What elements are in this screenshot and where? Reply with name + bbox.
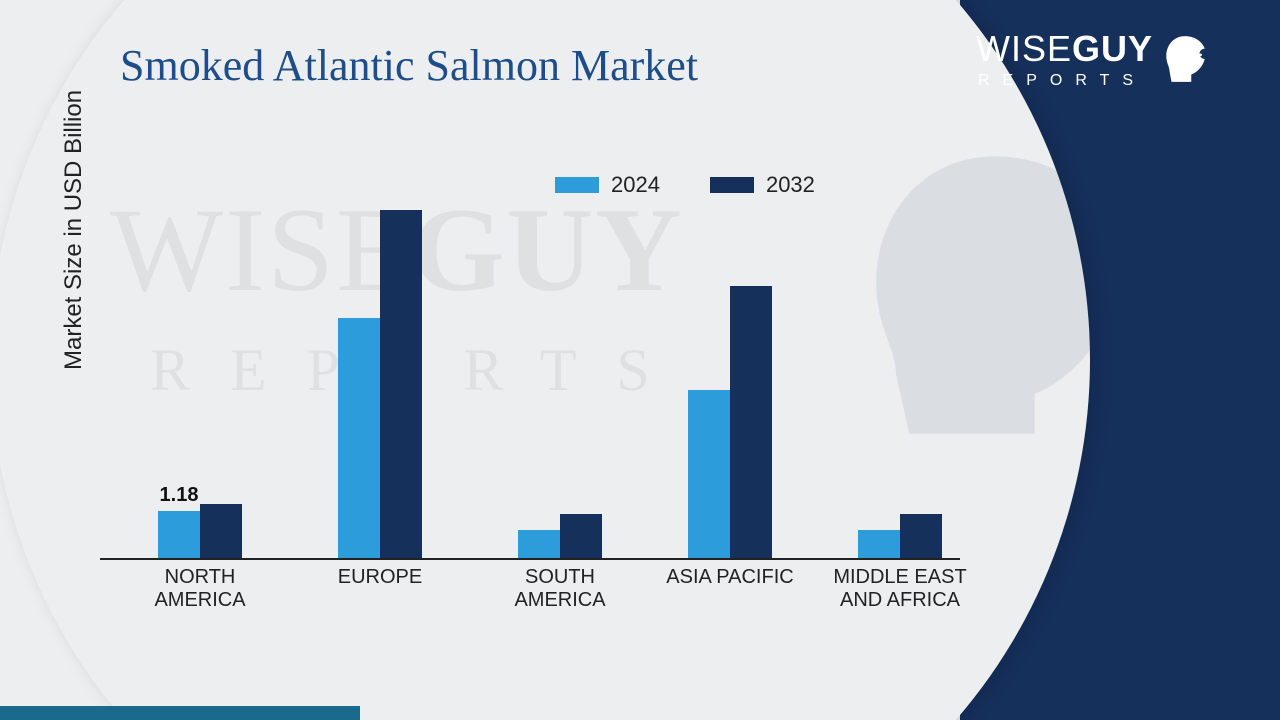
category-label: ASIA PACIFIC	[660, 566, 800, 589]
logo-brand-suffix: GUY	[1072, 28, 1153, 69]
bar-pair	[338, 210, 422, 558]
bar	[380, 210, 422, 558]
legend-swatch-2032	[710, 177, 754, 193]
bar	[518, 530, 560, 558]
bar	[338, 318, 380, 558]
legend-label-2024: 2024	[611, 172, 660, 198]
bar-chart: NORTH AMERICAEUROPESOUTH AMERICAASIA PAC…	[100, 200, 960, 560]
category-label: MIDDLE EAST AND AFRICA	[830, 566, 970, 612]
logo-head-icon	[1159, 33, 1211, 85]
legend-swatch-2024	[555, 177, 599, 193]
bar	[730, 286, 772, 558]
bar-pair	[688, 286, 772, 558]
bar-pair	[858, 514, 942, 558]
bar-pair	[158, 504, 242, 558]
logo-subline: REPORTS	[978, 72, 1153, 90]
bar	[200, 504, 242, 558]
brand-logo: WISEGUY REPORTS	[976, 28, 1256, 90]
legend-item-2032: 2032	[710, 172, 815, 198]
y-axis-label: Market Size in USD Billion	[60, 90, 88, 370]
x-axis-baseline	[100, 558, 960, 560]
bar	[900, 514, 942, 558]
legend-label-2032: 2032	[766, 172, 815, 198]
bar	[560, 514, 602, 558]
bar	[688, 390, 730, 558]
bar-pair	[518, 514, 602, 558]
logo-brand-prefix: WISE	[976, 28, 1072, 69]
category-label: NORTH AMERICA	[130, 566, 270, 612]
legend: 2024 2032	[555, 172, 815, 198]
category-label: EUROPE	[310, 566, 450, 589]
bar	[858, 530, 900, 558]
legend-item-2024: 2024	[555, 172, 660, 198]
footer-accent-strip	[0, 706, 360, 720]
category-label: SOUTH AMERICA	[490, 566, 630, 612]
bar	[158, 511, 200, 558]
infographic-canvas: WISEGUY REPORTS Smoked Atlantic Salmon M…	[0, 0, 1280, 720]
bar-value-label: 1.18	[160, 484, 199, 507]
chart-title: Smoked Atlantic Salmon Market	[120, 40, 698, 91]
